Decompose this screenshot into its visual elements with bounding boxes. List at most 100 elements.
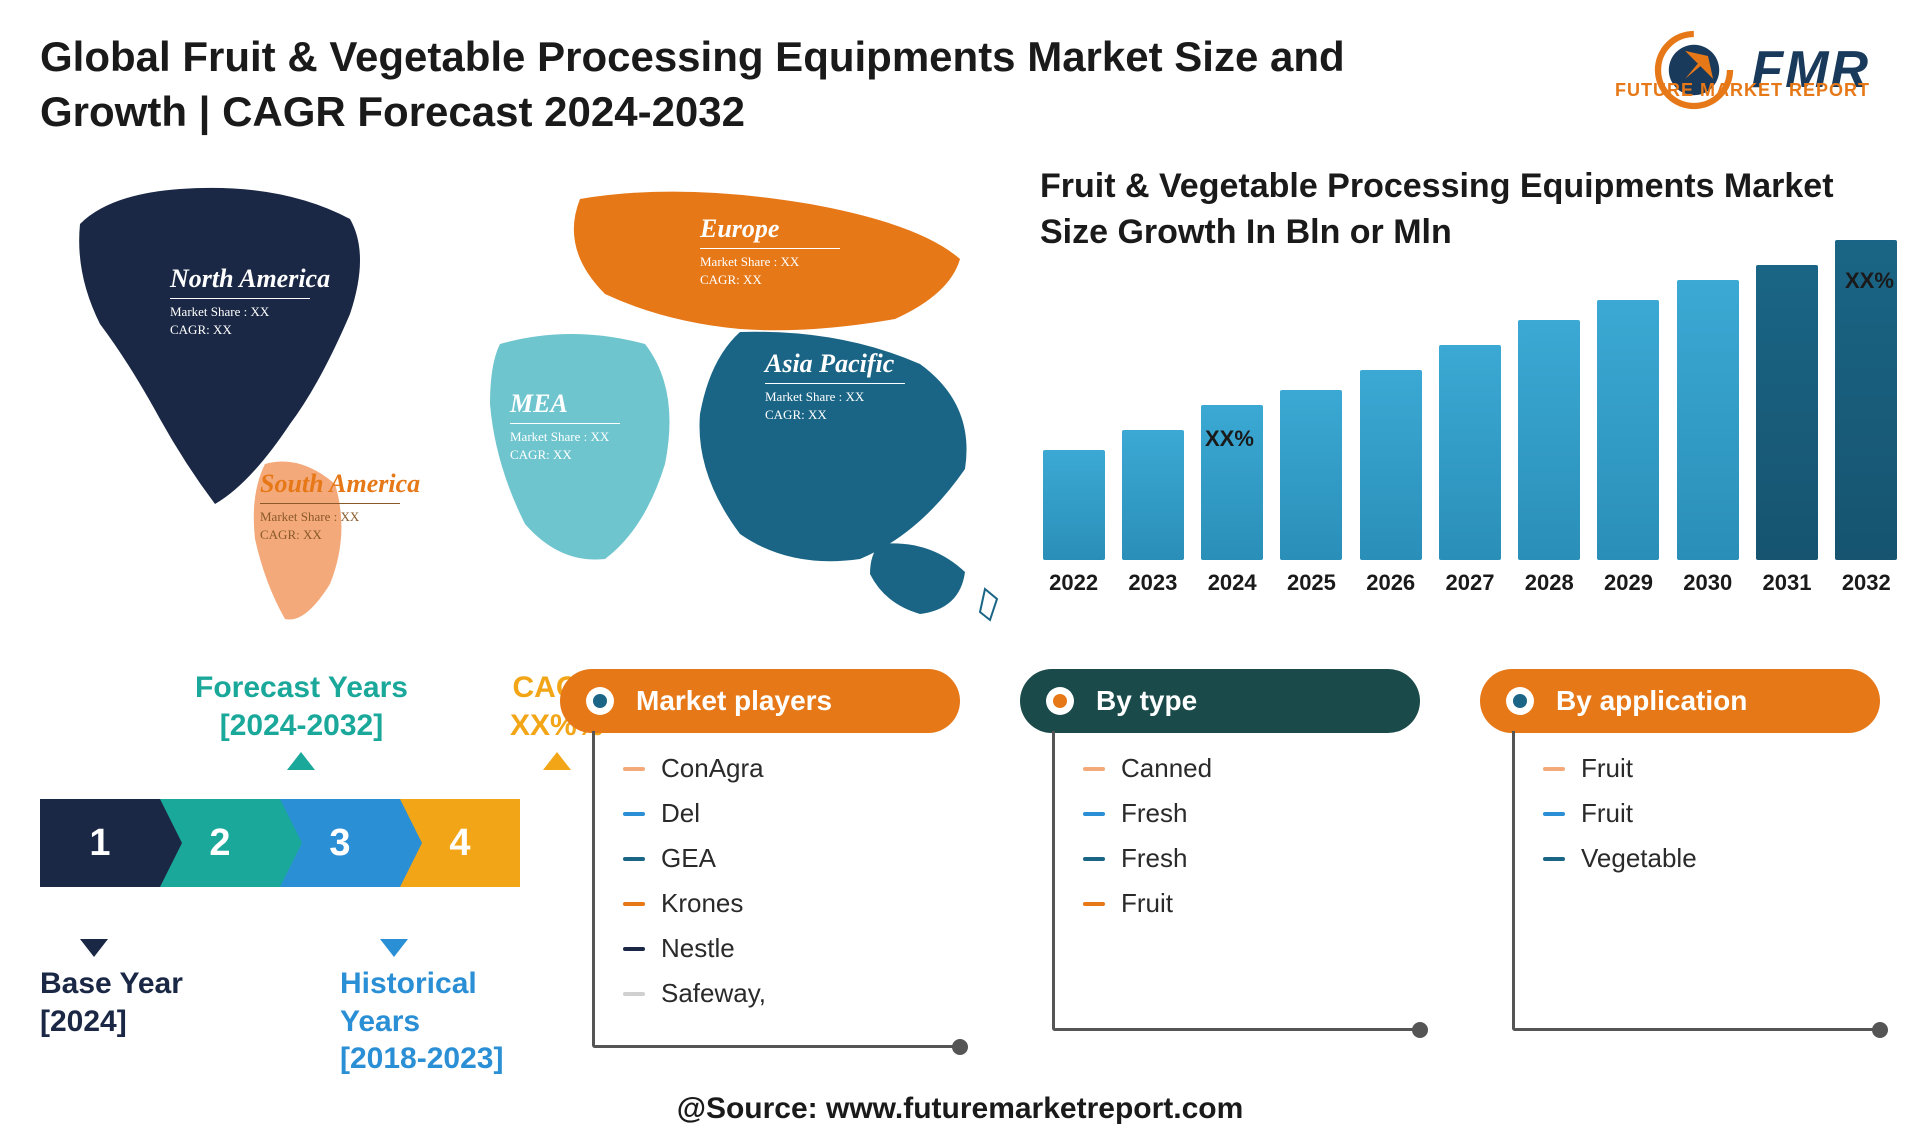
bar-year-label: 2028 xyxy=(1525,570,1574,596)
bar-badge: XX% xyxy=(1205,426,1254,452)
chart-bars: 2022 2023 2024 2025 2026 2027 2028 2029 2030 2031… xyxy=(1040,276,1900,596)
segment-dot-icon xyxy=(1506,687,1534,715)
bar xyxy=(1677,280,1739,560)
segment-dot-icon xyxy=(586,687,614,715)
segment-item-text: Vegetable xyxy=(1581,843,1697,874)
bar xyxy=(1280,390,1342,560)
bar-year-label: 2023 xyxy=(1128,570,1177,596)
region-mea: MEA Market Share : XX CAGR: XX xyxy=(510,389,620,464)
segment-item-text: ConAgra xyxy=(661,753,764,784)
segment-item-text: Canned xyxy=(1121,753,1212,784)
segment-item: GEA xyxy=(623,843,960,874)
segment-item: Fruit xyxy=(1083,888,1420,919)
region-asia-pacific: Asia Pacific Market Share : XX CAGR: XX xyxy=(765,349,905,424)
segment-item-text: Safeway, xyxy=(661,978,766,1009)
timeline: Forecast Years [2024-2032]CAGR XX%%1234B… xyxy=(40,669,520,1048)
bar-year-label: 2031 xyxy=(1763,570,1812,596)
tick-icon xyxy=(1083,812,1105,816)
segment-item-text: Nestle xyxy=(661,933,735,964)
bar-year-label: 2022 xyxy=(1049,570,1098,596)
bar-col: 2025 xyxy=(1278,390,1345,596)
segment-header: Market players xyxy=(560,669,960,733)
region-south-america: South America Market Share : XX CAGR: XX xyxy=(260,469,420,544)
segment-item: Del xyxy=(623,798,960,829)
segment-columns: Market players ConAgra Del GEA Krones Nestle S… xyxy=(560,669,1880,1048)
tick-icon xyxy=(1543,857,1565,861)
segment-item: Fresh xyxy=(1083,798,1420,829)
timeline-label-bottom: Base Year [2024] xyxy=(40,939,183,1040)
bar-year-label: 2030 xyxy=(1683,570,1732,596)
timeline-label-top: Forecast Years [2024-2032] xyxy=(195,669,408,776)
world-map: North America Market Share : XX CAGR: XX… xyxy=(40,164,1000,634)
segment-item: Fruit xyxy=(1543,753,1880,784)
bar-chart: Fruit & Vegetable Processing Equipments … xyxy=(1040,164,1900,634)
segment-body: Canned Fresh Fresh Fruit xyxy=(1052,731,1420,1031)
logo-tagline: FUTURE MARKET REPORT xyxy=(1615,80,1870,101)
tick-icon xyxy=(1083,857,1105,861)
segment-header-text: Market players xyxy=(636,685,832,717)
source-text: @Source: www.futuremarketreport.com xyxy=(677,1092,1244,1126)
segment-item: Nestle xyxy=(623,933,960,964)
bar-year-label: 2027 xyxy=(1445,570,1494,596)
segment-item-text: Fruit xyxy=(1121,888,1173,919)
bar-year-label: 2025 xyxy=(1287,570,1336,596)
segment-body: Fruit Fruit Vegetable xyxy=(1512,731,1880,1031)
segment-header: By type xyxy=(1020,669,1420,733)
bar-year-label: 2029 xyxy=(1604,570,1653,596)
tick-icon xyxy=(623,857,645,861)
bar xyxy=(1043,450,1105,560)
segment-block: By application Fruit Fruit Vegetable xyxy=(1480,669,1880,1048)
segment-block: Market players ConAgra Del GEA Krones Nestle S… xyxy=(560,669,960,1048)
tick-icon xyxy=(623,812,645,816)
segment-item: ConAgra xyxy=(623,753,960,784)
bar-year-label: 2024 xyxy=(1208,570,1257,596)
bar xyxy=(1597,300,1659,560)
segment-dot-icon xyxy=(1046,687,1074,715)
logo-icon xyxy=(1649,25,1739,115)
bar-year-label: 2026 xyxy=(1366,570,1415,596)
segment-item-text: Del xyxy=(661,798,700,829)
page-title: Global Fruit & Vegetable Processing Equi… xyxy=(40,30,1420,139)
segment-item: Fruit xyxy=(1543,798,1880,829)
bar-col: 2031 xyxy=(1753,265,1820,596)
segment-header: By application xyxy=(1480,669,1880,733)
bar-col: 2028 xyxy=(1516,320,1583,596)
bar-year-label: 2032 xyxy=(1842,570,1891,596)
bar xyxy=(1439,345,1501,560)
tick-icon xyxy=(1543,767,1565,771)
region-europe: Europe Market Share : XX CAGR: XX xyxy=(700,214,840,289)
segment-item: Vegetable xyxy=(1543,843,1880,874)
segment-item-text: Krones xyxy=(661,888,743,919)
segment-body: ConAgra Del GEA Krones Nestle Safeway, xyxy=(592,731,960,1048)
region-north-america: North America Market Share : XX CAGR: XX xyxy=(170,264,330,339)
tick-icon xyxy=(1543,812,1565,816)
segment-item: Fresh xyxy=(1083,843,1420,874)
tick-icon xyxy=(1083,767,1105,771)
segment-header-text: By type xyxy=(1096,685,1197,717)
tick-icon xyxy=(1083,902,1105,906)
bar-col: 2023 xyxy=(1119,430,1186,596)
tick-icon xyxy=(623,767,645,771)
segment-header-text: By application xyxy=(1556,685,1747,717)
bar xyxy=(1756,265,1818,560)
bar-col: 2022 xyxy=(1040,450,1107,596)
segment-item: Safeway, xyxy=(623,978,960,1009)
bar-badge: XX% xyxy=(1845,268,1894,294)
segment-item-text: GEA xyxy=(661,843,716,874)
bar xyxy=(1122,430,1184,560)
segment-item-text: Fruit xyxy=(1581,798,1633,829)
tick-icon xyxy=(623,947,645,951)
chart-title: Fruit & Vegetable Processing Equipments … xyxy=(1040,164,1900,256)
segment-item: Canned xyxy=(1083,753,1420,784)
infographic-page: Global Fruit & Vegetable Processing Equi… xyxy=(0,0,1920,1146)
bar-col: 2027 xyxy=(1436,345,1503,596)
bar-col: 2029 xyxy=(1595,300,1662,596)
segment-item: Krones xyxy=(623,888,960,919)
bar-col: 2030 xyxy=(1674,280,1741,596)
timeline-segment: 1 xyxy=(40,799,160,887)
segment-item-text: Fresh xyxy=(1121,798,1187,829)
bar xyxy=(1518,320,1580,560)
bar-col: 2026 xyxy=(1357,370,1424,596)
timeline-bar: 1234 xyxy=(40,799,520,887)
tick-icon xyxy=(623,992,645,996)
